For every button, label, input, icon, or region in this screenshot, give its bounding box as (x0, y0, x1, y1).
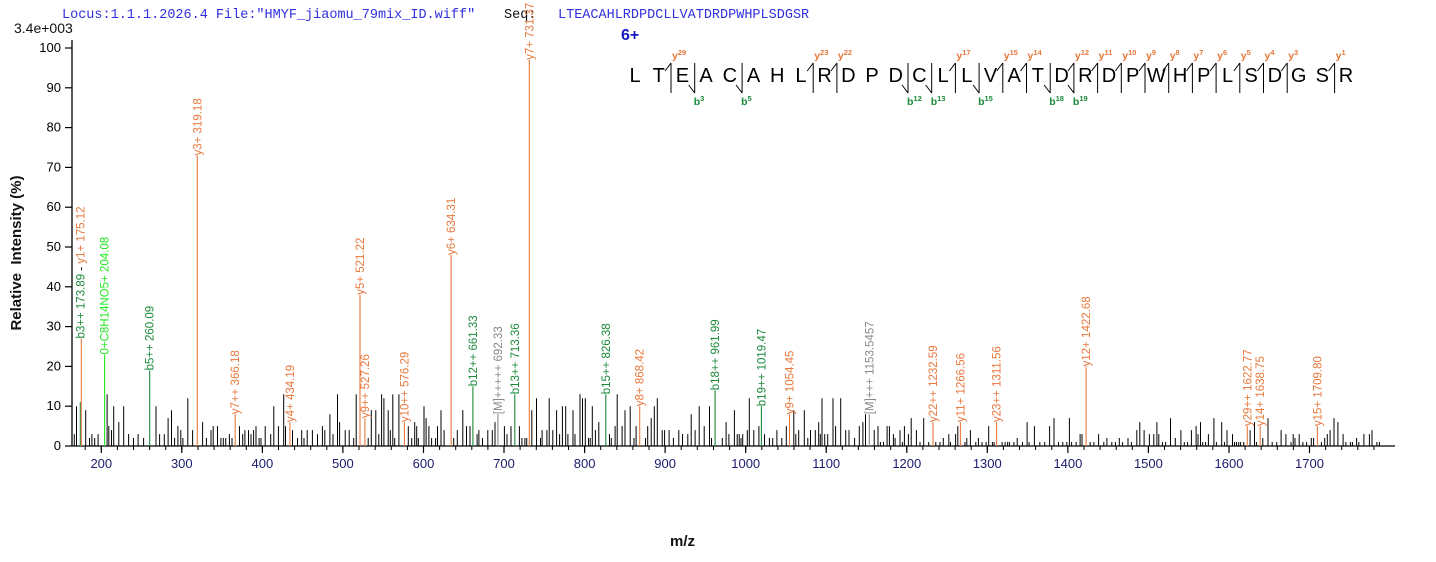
svg-text:y14+ 1638.75: y14+ 1638.75 (1255, 356, 1267, 426)
svg-text:y11+ 1266.56: y11+ 1266.56 (955, 353, 967, 422)
svg-text:y6+ 634.31: y6+ 634.31 (446, 198, 458, 255)
svg-text:60: 60 (47, 199, 61, 214)
svg-text:y7+ 731.37: y7+ 731.37 (524, 3, 536, 60)
svg-text:1600: 1600 (1215, 456, 1244, 471)
svg-text:800: 800 (574, 456, 596, 471)
svg-text:[M]+++ 1153.5457: [M]+++ 1153.5457 (864, 321, 876, 414)
svg-text:[M]+++++ 692.33: [M]+++++ 692.33 (493, 326, 505, 414)
svg-text:y22++ 1232.59: y22++ 1232.59 (928, 345, 940, 422)
svg-text:y7++ 366.18: y7++ 366.18 (230, 350, 242, 414)
svg-text:80: 80 (47, 120, 61, 135)
svg-text:y4+ 434.19: y4+ 434.19 (285, 365, 297, 422)
svg-text:50: 50 (47, 239, 61, 254)
svg-text:1000: 1000 (731, 456, 760, 471)
svg-text:b13++ 713.36: b13++ 713.36 (510, 323, 522, 394)
svg-text:1300: 1300 (973, 456, 1002, 471)
svg-text:600: 600 (413, 456, 435, 471)
svg-text:10: 10 (47, 398, 61, 413)
svg-text:y15+ 1709.80: y15+ 1709.80 (1312, 356, 1324, 426)
svg-text:500: 500 (332, 456, 354, 471)
svg-text:200: 200 (90, 456, 112, 471)
svg-text:b5++ 260.09: b5++ 260.09 (145, 306, 157, 371)
svg-text:y29++ 1622.77: y29++ 1622.77 (1242, 349, 1254, 426)
svg-text:0: 0 (54, 438, 61, 453)
svg-text:700: 700 (493, 456, 515, 471)
svg-text:y10++ 576.29: y10++ 576.29 (399, 352, 411, 422)
svg-text:y23++ 1311.56: y23++ 1311.56 (992, 346, 1004, 422)
svg-text:1700: 1700 (1295, 456, 1324, 471)
svg-text:0+C8H14NO5+ 204.08: 0+C8H14NO5+ 204.08 (100, 237, 112, 355)
svg-text:b19++ 1019.47: b19++ 1019.47 (756, 329, 768, 406)
svg-text:20: 20 (47, 358, 61, 373)
svg-text:400: 400 (252, 456, 274, 471)
svg-text:y8+ 868.42: y8+ 868.42 (635, 349, 647, 406)
svg-text:1100: 1100 (812, 456, 840, 471)
svg-text:100: 100 (39, 40, 61, 55)
svg-text:y9++ 527.26: y9++ 527.26 (360, 354, 372, 418)
svg-text:y9+ 1054.45: y9+ 1054.45 (785, 351, 797, 415)
svg-text:1500: 1500 (1134, 456, 1163, 471)
svg-text:1200: 1200 (892, 456, 921, 471)
svg-text:b18++ 961.99: b18++ 961.99 (710, 319, 722, 390)
svg-text:b15++ 826.38: b15++ 826.38 (601, 323, 613, 394)
svg-text:b3++ 173.89 - y1+ 175.12: b3++ 173.89 - y1+ 175.12 (75, 206, 87, 338)
svg-text:40: 40 (47, 279, 61, 294)
svg-text:300: 300 (171, 456, 193, 471)
svg-text:y3+ 319.18: y3+ 319.18 (192, 98, 204, 155)
svg-text:900: 900 (654, 456, 676, 471)
svg-text:1400: 1400 (1053, 456, 1082, 471)
svg-text:y5+ 521.22: y5+ 521.22 (355, 238, 367, 295)
svg-text:70: 70 (47, 159, 61, 174)
svg-text:y12+ 1422.68: y12+ 1422.68 (1081, 296, 1093, 366)
svg-text:90: 90 (47, 80, 61, 95)
svg-text:30: 30 (47, 319, 61, 334)
svg-text:b12++ 661.33: b12++ 661.33 (468, 315, 480, 386)
